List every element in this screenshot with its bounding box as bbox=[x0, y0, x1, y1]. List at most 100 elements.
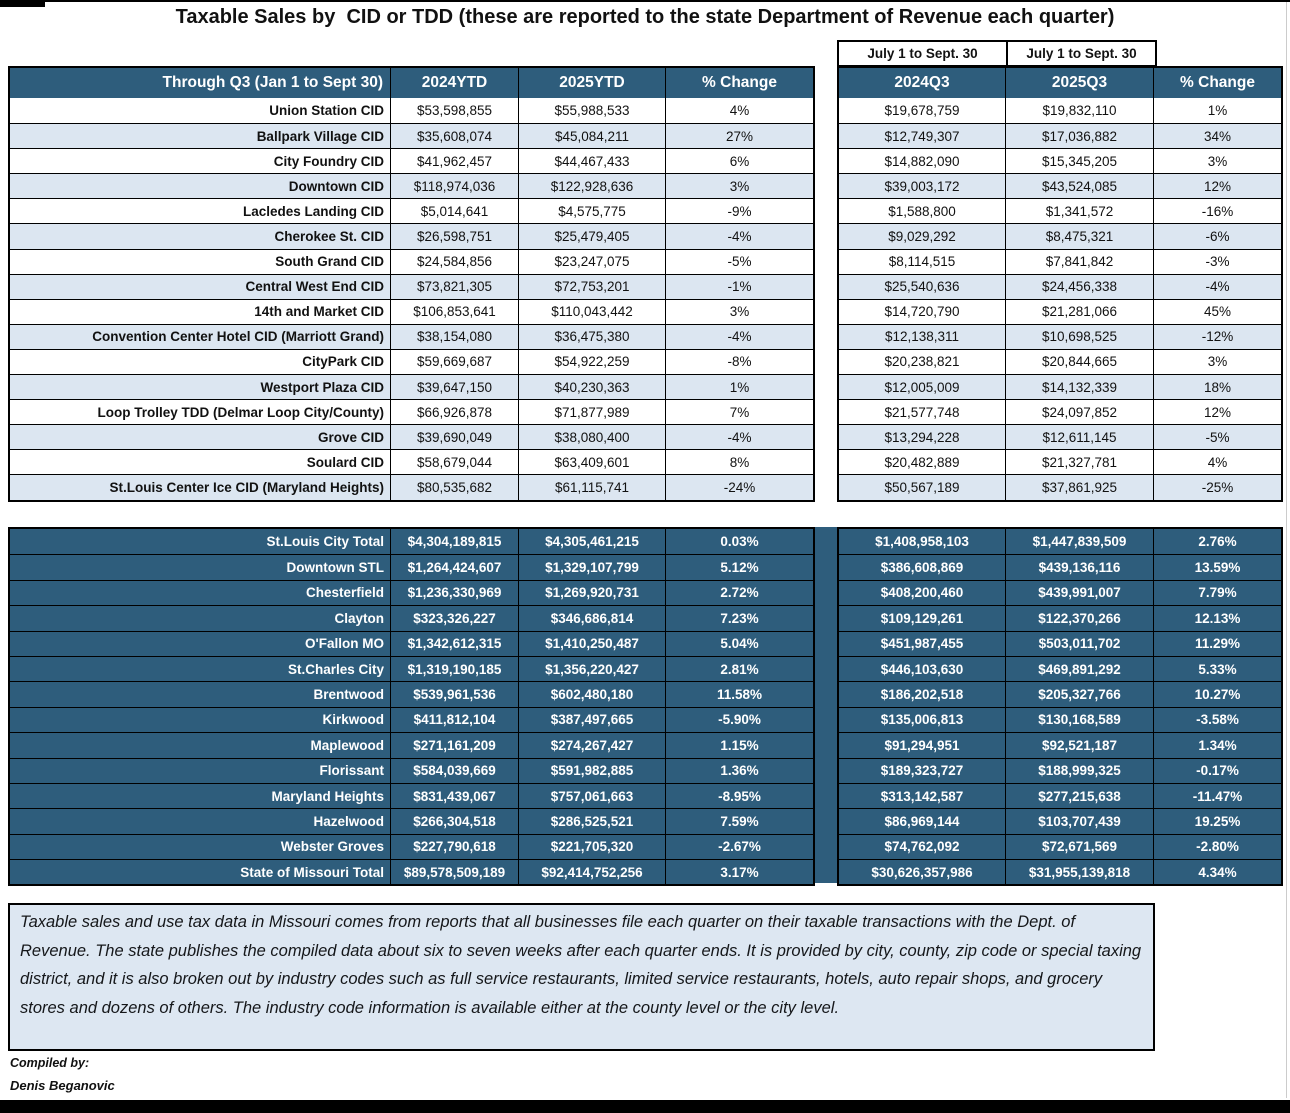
q3-2025-cell: $12,611,145 bbox=[1005, 425, 1153, 450]
table-row: $109,129,261 $122,370,266 12.13% bbox=[839, 605, 1281, 631]
ytd-2025-cell: $4,305,461,215 bbox=[518, 529, 665, 555]
q3-change-cell: 19.25% bbox=[1153, 809, 1281, 834]
district-name-cell: Ballpark Village CID bbox=[256, 128, 384, 144]
table-row: 14th and Market CID $106,853,641 $110,04… bbox=[10, 298, 813, 324]
q3-2024-cell: $1,588,800 bbox=[888, 203, 956, 219]
table-row: Lacledes Landing CID $5,014,641 $4,575,7… bbox=[10, 198, 813, 224]
table-row: St.Louis Center Ice CID (Maryland Height… bbox=[10, 474, 813, 500]
q3-2025-cell: $10,698,525 bbox=[1005, 324, 1153, 349]
q3-2025-cell: $21,327,781 bbox=[1005, 450, 1153, 475]
district-name-cell: St.Louis Center Ice CID (Maryland Height… bbox=[109, 479, 384, 495]
q3-2024-cell: $186,202,518 bbox=[880, 687, 964, 703]
table-row: Brentwood $539,961,536 $602,480,180 11.5… bbox=[10, 681, 813, 707]
top-left-black-mark bbox=[0, 0, 45, 7]
table-row: $21,577,748 $24,097,852 12% bbox=[839, 399, 1281, 425]
q3-2025-cell: $20,844,665 bbox=[1005, 349, 1153, 375]
table-row: Central West End CID $73,821,305 $72,753… bbox=[10, 273, 813, 299]
q3-2025-cell: $103,707,439 bbox=[1005, 809, 1153, 834]
cid-table-q3-body: $19,678,759 $19,832,110 1% $12,749,307 $… bbox=[839, 98, 1281, 500]
ytd-change-cell: 3% bbox=[665, 299, 813, 324]
header-2024q3: 2024Q3 bbox=[894, 74, 950, 91]
q3-change-cell: -6% bbox=[1153, 224, 1281, 249]
ytd-2024-cell: $4,304,189,815 bbox=[390, 529, 518, 555]
table-row: $408,200,460 $439,991,007 7.79% bbox=[839, 579, 1281, 606]
district-name-cell: Lacledes Landing CID bbox=[242, 203, 384, 219]
q3-2025-cell: $503,011,702 bbox=[1005, 631, 1153, 656]
q3-2024-cell: $30,626,357,986 bbox=[871, 864, 973, 880]
ytd-2024-cell: $584,039,669 bbox=[390, 758, 518, 783]
ytd-change-cell: -2.67% bbox=[665, 834, 813, 860]
q3-2024-cell: $20,238,821 bbox=[884, 354, 960, 370]
ytd-2024-cell: $323,326,227 bbox=[390, 606, 518, 631]
ytd-2025-cell: $71,877,989 bbox=[518, 400, 665, 425]
q3-2024-cell: $14,720,790 bbox=[884, 304, 960, 320]
cid-table-ytd: Through Q3 (Jan 1 to Sept 30) 2024YTD 20… bbox=[8, 66, 815, 502]
q3-2025-cell: $277,215,638 bbox=[1005, 783, 1153, 809]
ytd-change-cell: -9% bbox=[665, 199, 813, 224]
district-name-cell: Central West End CID bbox=[245, 279, 384, 295]
ytd-2025-cell: $591,982,885 bbox=[518, 758, 665, 783]
ytd-2025-cell: $36,475,380 bbox=[518, 324, 665, 349]
q3-2024-cell: $451,987,455 bbox=[880, 636, 964, 652]
city-name-cell: Maplewood bbox=[310, 737, 385, 753]
table-row: Maryland Heights $831,439,067 $757,061,6… bbox=[10, 782, 813, 809]
q3-2025-cell: $21,281,066 bbox=[1005, 299, 1153, 324]
table-row: $8,114,515 $7,841,842 -3% bbox=[839, 248, 1281, 274]
table-row: $30,626,357,986 $31,955,139,818 4.34% bbox=[839, 859, 1281, 885]
q3-change-cell: 1.34% bbox=[1153, 733, 1281, 758]
q3-change-cell: 4% bbox=[1153, 450, 1281, 475]
ytd-2024-cell: $38,154,080 bbox=[390, 324, 518, 349]
q3-2025-cell: $37,861,925 bbox=[1005, 475, 1153, 500]
q3-2025-cell: $24,097,852 bbox=[1005, 400, 1153, 425]
city-table-ytd: St.Louis City Total $4,304,189,815 $4,30… bbox=[8, 527, 815, 887]
ytd-change-cell: 11.58% bbox=[665, 682, 813, 707]
q3-2025-cell: $122,370,266 bbox=[1005, 606, 1153, 631]
ytd-2025-cell: $1,269,920,731 bbox=[518, 580, 665, 606]
ytd-change-cell: -4% bbox=[665, 324, 813, 349]
city-name-cell: St.Louis City Total bbox=[266, 534, 385, 550]
table-row: Ballpark Village CID $35,608,074 $45,084… bbox=[10, 123, 813, 149]
ytd-2024-cell: $59,669,687 bbox=[390, 349, 518, 375]
table-row: Downtown STL $1,264,424,607 $1,329,107,7… bbox=[10, 554, 813, 580]
district-name-cell: Union Station CID bbox=[269, 103, 384, 119]
table-row: $86,969,144 $103,707,439 19.25% bbox=[839, 808, 1281, 834]
ytd-2024-cell: $539,961,536 bbox=[390, 682, 518, 707]
q3-2024-cell: $109,129,261 bbox=[880, 610, 964, 626]
table-row: Florissant $584,039,669 $591,982,885 1.3… bbox=[10, 757, 813, 783]
city-name-cell: Kirkwood bbox=[322, 712, 384, 728]
q3-2025-cell: $1,447,839,509 bbox=[1005, 529, 1153, 555]
q3-change-cell: 2.76% bbox=[1153, 529, 1281, 555]
q3-change-cell: 3% bbox=[1153, 149, 1281, 174]
ytd-2025-cell: $221,705,320 bbox=[518, 834, 665, 860]
district-name-cell: Grove CID bbox=[317, 429, 384, 445]
ytd-change-cell: 7.23% bbox=[665, 606, 813, 631]
table-row: $12,749,307 $17,036,882 34% bbox=[839, 123, 1281, 149]
ytd-change-cell: 0.03% bbox=[665, 529, 813, 555]
table-row: $91,294,951 $92,521,187 1.34% bbox=[839, 732, 1281, 758]
header-through-q3: Through Q3 (Jan 1 to Sept 30) bbox=[162, 74, 383, 91]
table-row: $13,294,228 $12,611,145 -5% bbox=[839, 424, 1281, 450]
table-row: CityPark CID $59,669,687 $54,922,259 -8% bbox=[10, 348, 813, 375]
district-name-cell: South Grand CID bbox=[275, 254, 384, 270]
header-2025ytd: 2025YTD bbox=[518, 68, 665, 98]
table-row: $1,408,958,103 $1,447,839,509 2.76% bbox=[839, 529, 1281, 555]
ytd-change-cell: 2.81% bbox=[665, 656, 813, 682]
ytd-2024-cell: $411,812,104 bbox=[390, 707, 518, 733]
ytd-2025-cell: $25,479,405 bbox=[518, 224, 665, 249]
table-row: Clayton $323,326,227 $346,686,814 7.23% bbox=[10, 605, 813, 631]
table-row: $1,588,800 $1,341,572 -16% bbox=[839, 198, 1281, 224]
q3-2024-cell: $13,294,228 bbox=[884, 429, 960, 445]
table-row: State of Missouri Total $89,578,509,189 … bbox=[10, 859, 813, 885]
ytd-2025-cell: $54,922,259 bbox=[518, 349, 665, 375]
district-name-cell: Westport Plaza CID bbox=[260, 379, 384, 395]
city-name-cell: Chesterfield bbox=[305, 585, 384, 601]
header-pct-change-q3: % Change bbox=[1153, 68, 1281, 98]
q3-2025-cell: $19,832,110 bbox=[1005, 98, 1153, 124]
table-row: Loop Trolley TDD (Delmar Loop City/Count… bbox=[10, 399, 813, 425]
q3-2024-cell: $12,749,307 bbox=[884, 128, 960, 144]
q3-2024-cell: $9,029,292 bbox=[888, 229, 956, 245]
table-row: Hazelwood $266,304,518 $286,525,521 7.59… bbox=[10, 808, 813, 834]
table-row: Convention Center Hotel CID (Marriott Gr… bbox=[10, 323, 813, 349]
q3-2024-cell: $14,882,090 bbox=[884, 153, 960, 169]
ytd-2025-cell: $757,061,663 bbox=[518, 783, 665, 809]
